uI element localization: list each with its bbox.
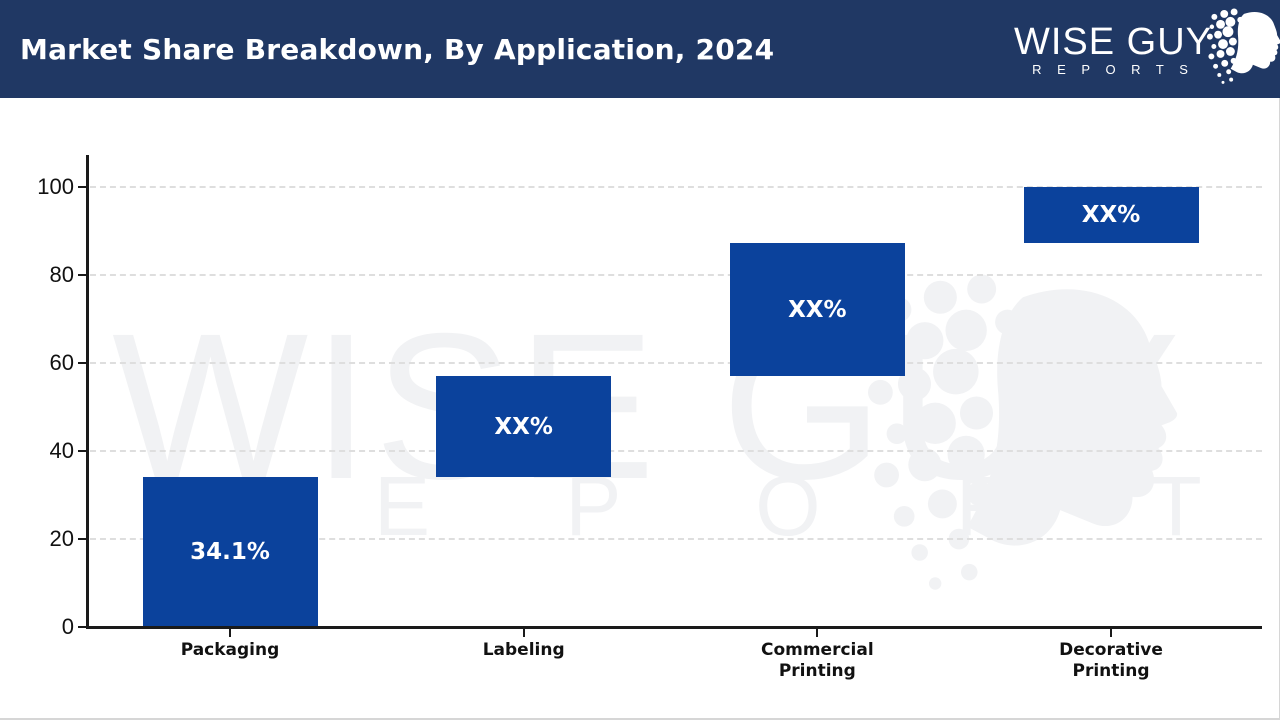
gridline-80 [90,274,1262,276]
y-tick-mark-0 [78,626,87,628]
bar-value-label-3: XX% [1081,201,1141,228]
logo-wiseguy-text: WISE GUY [1014,20,1213,63]
y-tick-label-80: 80 [49,262,74,287]
gridline-60 [90,362,1262,364]
bar-value-label-0: 34.1% [190,538,270,565]
category-label-3: Decorative Printing [1059,640,1163,681]
watermark-face-icon [868,274,1178,590]
logo-text: WISE GUY R E P O R T S [1014,22,1212,77]
page-title: Market Share Breakdown, By Application, … [20,32,775,66]
y-tick-label-20: 20 [49,526,74,551]
bar-0: 34.1% [142,476,318,627]
logo-face-icon [1206,8,1280,84]
category-label-2: Commercial Printing [760,640,874,681]
wise-guy-reports-logo: WISE GUY R E P O R T S [1014,6,1280,92]
y-tick-label-40: 40 [49,438,74,463]
logo-reports-text: R E P O R T S [1032,61,1194,77]
category-label-1: Labeling [482,640,565,660]
y-axis-line [86,155,89,629]
y-tick-label-60: 60 [49,350,74,375]
x-tick-mark-1 [522,629,525,637]
y-tick-mark-20 [78,538,87,540]
y-tick-mark-60 [78,362,87,364]
x-tick-mark-0 [229,629,231,637]
gridline-40 [90,450,1262,452]
y-tick-mark-100 [78,186,87,188]
header-bar: Market Share Breakdown, By Application, … [0,0,1280,98]
category-label-0: Packaging [180,640,280,660]
gridline-20 [90,538,1262,540]
x-tick-mark-3 [1110,629,1112,637]
bar-value-label-2: XX% [788,296,847,323]
gridline-100 [90,186,1262,188]
bar-1: XX% [436,376,612,477]
y-tick-mark-80 [78,274,87,276]
y-tick-mark-40 [78,450,87,452]
y-tick-label-100: 100 [37,174,74,199]
bar-3: XX% [1023,187,1199,243]
x-tick-mark-2 [816,629,819,637]
y-tick-label-0: 0 [61,614,74,639]
bar-2: XX% [729,242,905,377]
x-axis-line [86,626,1262,629]
bar-value-label-1: XX% [494,413,553,440]
